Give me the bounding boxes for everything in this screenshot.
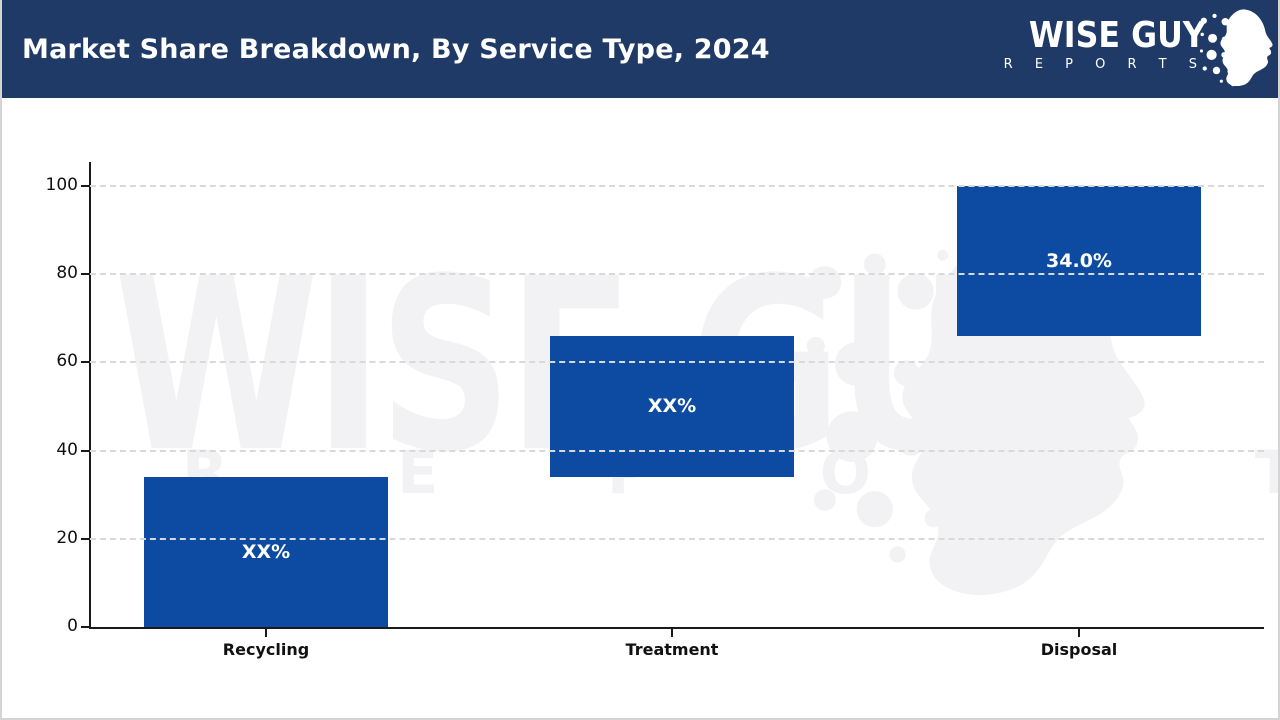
y-tick-100 [81,185,90,187]
y-tick-label-60: 60 [56,351,78,372]
bar-disposal: 34.0% [957,186,1201,336]
gridline-40 [90,449,1264,452]
gridline-20 [90,537,1264,540]
category-label-treatment: Treatment [625,640,719,659]
category-label-recycling: Recycling [222,640,310,659]
y-tick-80 [81,273,90,276]
y-tick-0 [81,626,90,628]
logo-subtitle: R E P O R T S [1003,56,1206,72]
gridline-80 [90,273,1264,276]
y-tick-label-100: 100 [45,175,78,195]
bar-recycling: XX% [144,477,388,627]
gridline-60 [90,361,1264,364]
x-tick-treatment [671,629,673,637]
gridline-100 [90,185,1264,187]
x-axis-spine [89,627,1264,629]
wise-guy-logo: WISE GUY R E P O R T S [1004,4,1274,94]
category-label-disposal: Disposal [1040,640,1118,659]
bar-treatment: XX% [550,335,794,478]
logo-text: WISE GUY R E P O R T S [1004,16,1206,72]
bar-value-label: XX% [647,395,697,418]
y-tick-label-0: 0 [67,616,78,636]
y-tick-label-80: 80 [56,263,78,284]
x-tick-disposal [1078,629,1080,637]
header-band: Market Share Breakdown, By Service Type,… [2,0,1278,98]
y-tick-60 [81,361,90,364]
y-tick-label-20: 20 [56,527,78,548]
y-tick-40 [81,449,90,452]
y-tick-label-40: 40 [56,439,78,460]
bar-value-label: XX% [241,541,291,564]
logo-wordmark: WISE GUY [1028,15,1206,56]
face-profile-dots-icon [1199,9,1273,87]
page-title: Market Share Breakdown, By Service Type,… [22,33,770,65]
y-axis-spine [89,162,91,629]
y-tick-20 [81,537,90,540]
x-tick-recycling [265,629,267,637]
bar-value-label: 34.0% [1046,249,1112,272]
